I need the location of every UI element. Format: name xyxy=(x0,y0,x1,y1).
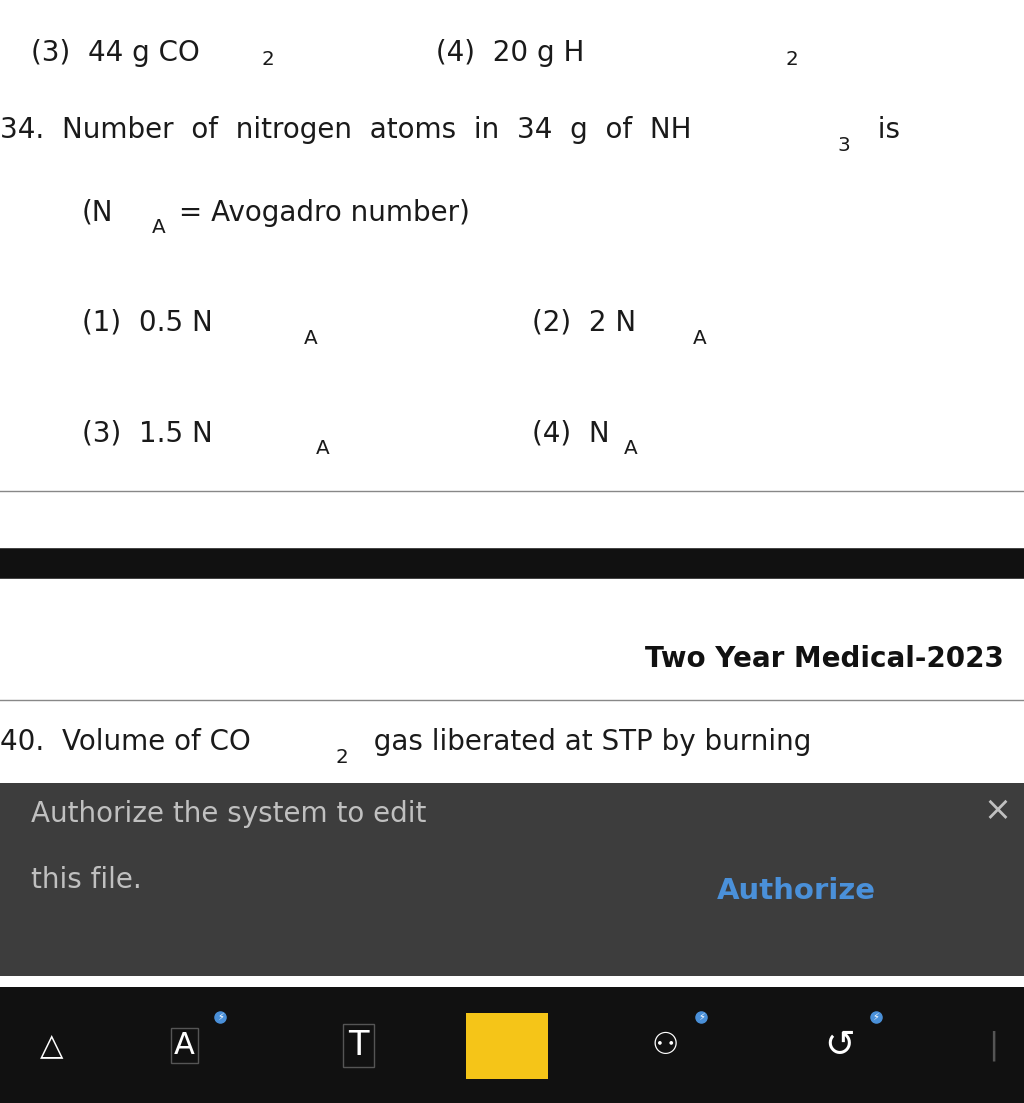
Text: (3)  1.5 N: (3) 1.5 N xyxy=(82,419,213,447)
Text: = Avogadro number): = Avogadro number) xyxy=(170,199,470,226)
Text: (4)  20 g H: (4) 20 g H xyxy=(285,39,584,66)
Text: A: A xyxy=(693,329,707,347)
FancyBboxPatch shape xyxy=(0,987,1024,1103)
FancyBboxPatch shape xyxy=(0,783,1024,976)
Text: 2: 2 xyxy=(336,748,348,767)
Text: 2: 2 xyxy=(785,50,798,68)
Text: ⚡: ⚡ xyxy=(217,1011,223,1022)
Text: Two Year Medical-2023: Two Year Medical-2023 xyxy=(645,645,1004,673)
Text: 40.  Volume of CO: 40. Volume of CO xyxy=(0,728,251,756)
Text: ×: × xyxy=(983,794,1011,827)
Text: (4)  N: (4) N xyxy=(532,419,610,447)
Text: A: A xyxy=(315,439,329,458)
Text: ⚇: ⚇ xyxy=(652,1031,679,1060)
Text: A: A xyxy=(304,329,317,347)
Text: gas liberated at STP by burning: gas liberated at STP by burning xyxy=(356,728,812,756)
Text: △: △ xyxy=(40,1031,62,1060)
Text: A: A xyxy=(174,1031,195,1060)
Text: A: A xyxy=(624,439,637,458)
Text: T: T xyxy=(348,1029,369,1062)
Text: Authorize: Authorize xyxy=(717,877,876,904)
Text: 2: 2 xyxy=(261,50,273,68)
Text: 34.  Number  of  nitrogen  atoms  in  34  g  of  NH: 34. Number of nitrogen atoms in 34 g of … xyxy=(0,116,691,143)
Text: |: | xyxy=(988,1030,998,1061)
Text: (N: (N xyxy=(82,199,114,226)
Text: this file.: this file. xyxy=(31,866,141,893)
Text: (1)  0.5 N: (1) 0.5 N xyxy=(82,309,213,336)
Text: A: A xyxy=(152,218,165,237)
Text: ⚡: ⚡ xyxy=(872,1011,879,1022)
Text: 3: 3 xyxy=(838,136,850,154)
Text: ⚡: ⚡ xyxy=(698,1011,705,1022)
Text: (2)  2 N: (2) 2 N xyxy=(532,309,637,336)
Text: is: is xyxy=(860,116,900,143)
FancyBboxPatch shape xyxy=(466,1013,548,1079)
Text: (3)  44 g CO: (3) 44 g CO xyxy=(31,39,200,66)
Text: Authorize the system to edit: Authorize the system to edit xyxy=(31,800,426,827)
Text: ↺: ↺ xyxy=(824,1027,855,1064)
